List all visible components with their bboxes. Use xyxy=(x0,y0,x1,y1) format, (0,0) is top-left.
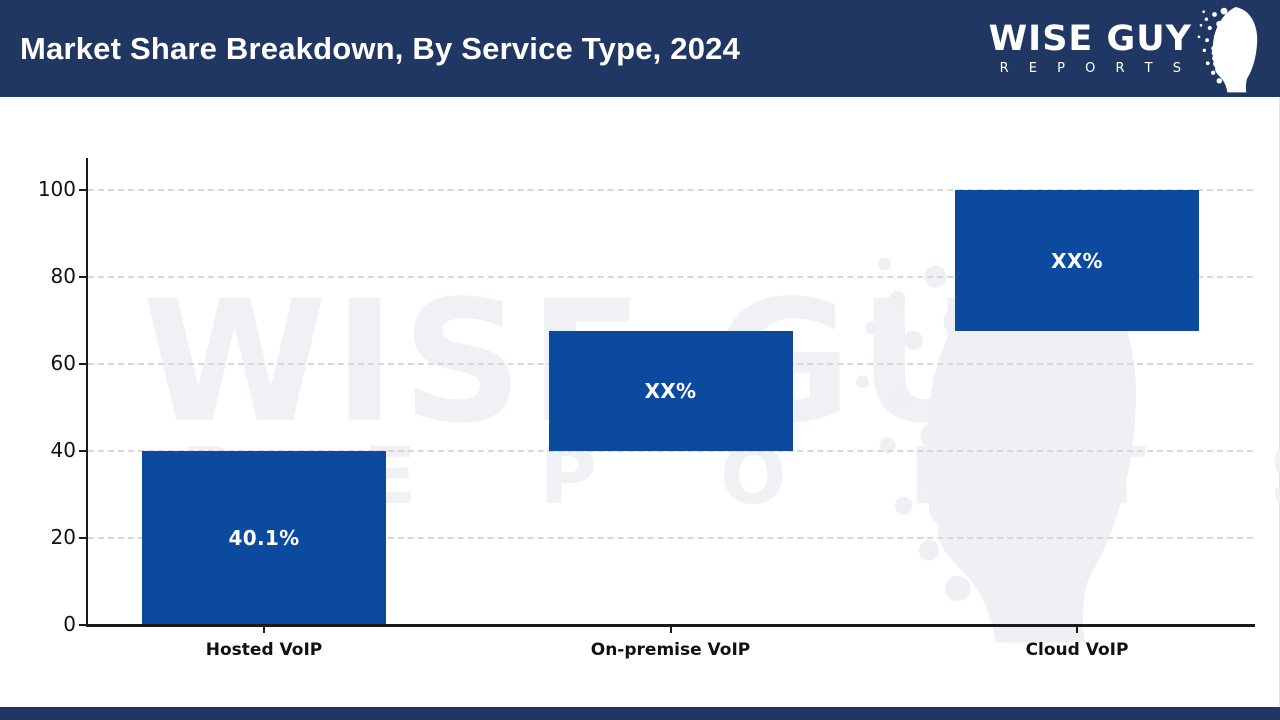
bar-hosted-voip: 40.1% xyxy=(142,450,386,625)
x-axis-label-cloud-voip: Cloud VoIP xyxy=(1025,640,1129,660)
y-tick-label: 40 xyxy=(50,438,76,462)
gridline-20 xyxy=(88,537,1253,539)
bar-cloud-voip: XX% xyxy=(955,190,1199,332)
x-axis-label-on-premise-voip: On-premise VoIP xyxy=(590,640,751,660)
x-tick-mark xyxy=(1076,627,1078,633)
logo-subtitle: R E P O R T S xyxy=(999,60,1189,76)
y-tick-mark xyxy=(79,363,88,365)
logo-wordmark: WISE GUY xyxy=(988,18,1192,59)
y-tick-label: 0 xyxy=(63,612,76,636)
x-tick-mark xyxy=(669,627,672,633)
y-tick-mark xyxy=(79,624,88,626)
x-tick-mark xyxy=(263,627,265,633)
y-tick-mark xyxy=(79,276,88,278)
y-tick-label: 20 xyxy=(50,525,76,549)
page-title: Market Share Breakdown, By Service Type,… xyxy=(20,30,741,66)
y-tick-label: 100 xyxy=(37,177,76,201)
x-axis-line xyxy=(86,624,1255,627)
x-axis-label-hosted-voip: Hosted VoIP xyxy=(205,640,323,660)
bar-value-label: XX% xyxy=(1051,248,1103,273)
header-bar: Market Share Breakdown, By Service Type,… xyxy=(0,0,1280,97)
footer-bar xyxy=(0,707,1280,720)
bar-value-label: 40.1% xyxy=(228,525,300,550)
head-profile-dots-icon xyxy=(1197,6,1258,92)
y-tick-mark xyxy=(79,450,88,452)
logo-text: WISE GUY R E P O R T S xyxy=(988,18,1192,76)
bar-on-premise-voip: XX% xyxy=(548,331,793,451)
y-tick-mark xyxy=(79,189,88,191)
y-tick-label: 80 xyxy=(50,264,76,288)
y-tick-label: 60 xyxy=(50,351,76,375)
bar-value-label: XX% xyxy=(644,378,697,403)
y-axis-line xyxy=(86,158,88,627)
gridline-40 xyxy=(88,450,1253,452)
gridline-100 xyxy=(88,189,1253,191)
gridline-80 xyxy=(88,276,1253,278)
y-tick-mark xyxy=(79,537,88,539)
wise-guy-reports-logo: WISE GUY R E P O R T S xyxy=(989,5,1262,93)
